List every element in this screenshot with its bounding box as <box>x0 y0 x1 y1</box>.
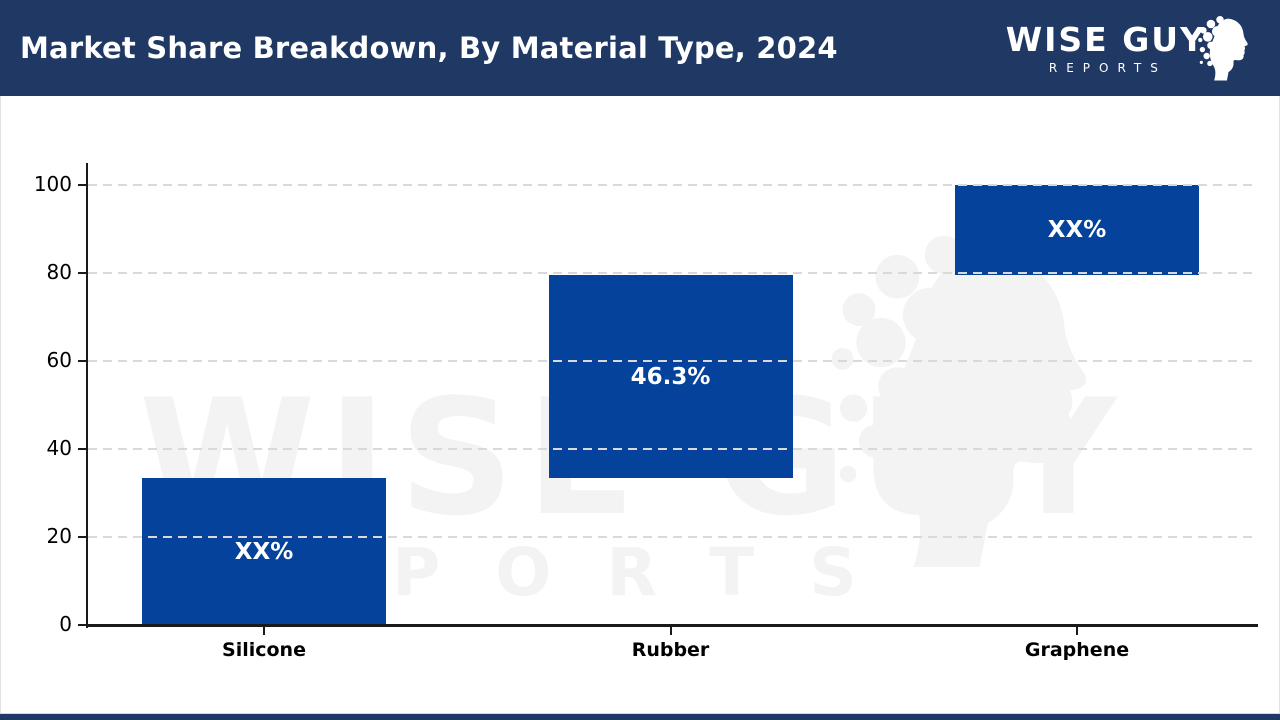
y-tick-label-0: 0 <box>59 612 72 636</box>
y-axis-line <box>86 163 88 628</box>
brand-logo-text: WISE GUY REPORTS <box>1006 23 1206 74</box>
gridline-60 <box>88 360 1258 362</box>
brand-logo: WISE GUY REPORTS <box>1006 12 1260 84</box>
page-title: Market Share Breakdown, By Material Type… <box>20 31 838 65</box>
header-bar: Market Share Breakdown, By Material Type… <box>0 0 1280 96</box>
y-tick-label-20: 20 <box>46 524 72 548</box>
wise-guy-face-icon <box>1198 16 1248 81</box>
x-tick-label-rubber: Rubber <box>631 639 710 661</box>
x-axis-line <box>88 624 1258 627</box>
y-tick-mark-80 <box>78 272 86 274</box>
y-tick-label-60: 60 <box>46 348 72 372</box>
watermark-face-icon <box>831 235 1087 568</box>
y-tick-label-40: 40 <box>46 436 72 460</box>
bar-rubber: 46.3% <box>548 274 793 479</box>
bar-silicone: XX% <box>142 478 386 625</box>
y-tick-mark-100 <box>78 184 86 186</box>
x-tick-mark-rubber <box>669 627 672 635</box>
y-tick-mark-0 <box>78 624 86 626</box>
y-tick-label-100: 100 <box>33 172 72 196</box>
x-tick-mark-graphene <box>1076 627 1078 635</box>
gridline-80 <box>88 272 1258 274</box>
gridline-100 <box>88 184 1258 186</box>
x-tick-mark-silicone <box>263 627 265 635</box>
bar-value-label: XX% <box>234 538 294 565</box>
gridline-40 <box>88 448 1258 450</box>
footer-bar <box>0 714 1280 720</box>
y-tick-mark-20 <box>78 536 86 538</box>
brand-subtitle: REPORTS <box>1048 60 1167 75</box>
x-tick-label-silicone: Silicone <box>222 639 306 661</box>
y-tick-mark-60 <box>78 360 86 362</box>
bar-graphene: XX% <box>955 185 1199 275</box>
y-tick-mark-40 <box>78 448 86 450</box>
y-tick-label-80: 80 <box>46 260 72 284</box>
bar-value-label: XX% <box>1047 216 1107 243</box>
bar-value-label: 46.3% <box>630 363 711 390</box>
brand-name: WISE GUY <box>1005 19 1206 59</box>
x-tick-label-graphene: Graphene <box>1024 639 1130 661</box>
gridline-20 <box>88 536 1258 538</box>
